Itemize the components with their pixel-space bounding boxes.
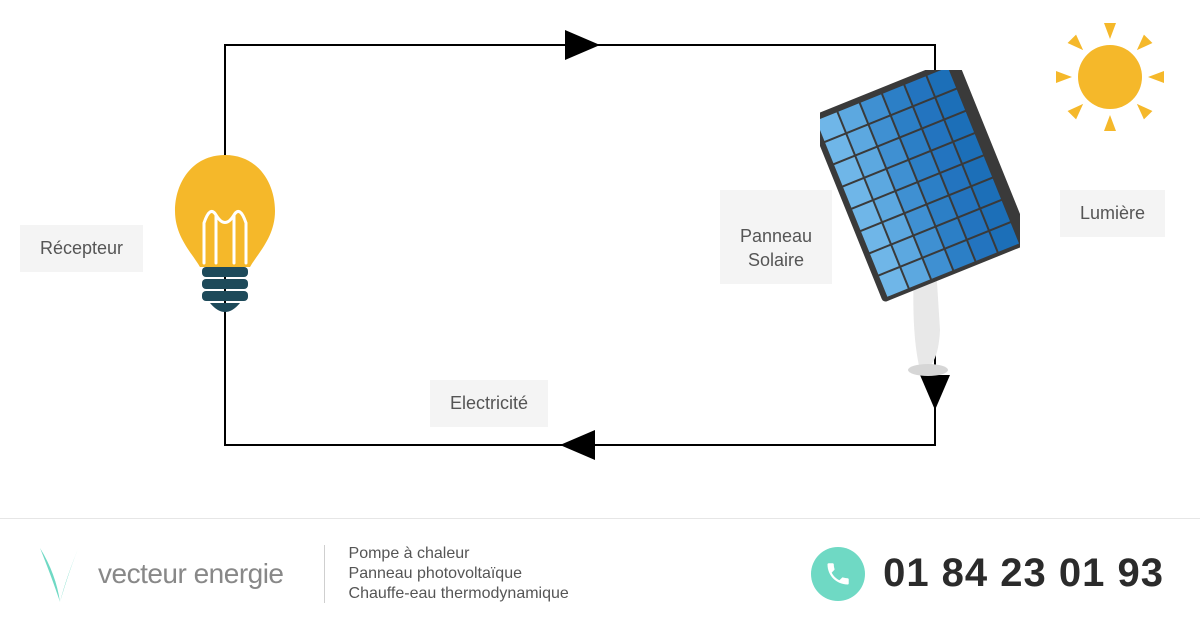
label-lumiere-text: Lumière bbox=[1080, 203, 1145, 223]
label-panneau-text: Panneau Solaire bbox=[740, 226, 812, 269]
phone-block[interactable]: 01 84 23 01 93 bbox=[811, 547, 1164, 601]
service-item: Pompe à chaleur bbox=[349, 545, 569, 563]
sun-icon bbox=[1055, 22, 1165, 132]
lightbulb-icon bbox=[170, 145, 280, 345]
label-electricite: Electricité bbox=[430, 380, 548, 427]
service-item: Chauffe-eau thermodynamique bbox=[349, 585, 569, 603]
label-panneau: Panneau Solaire bbox=[720, 190, 832, 284]
services-list: Pompe à chaleur Panneau photovoltaïque C… bbox=[324, 545, 569, 603]
brand-logo: vecteur energie bbox=[36, 544, 284, 604]
label-recepteur: Récepteur bbox=[20, 225, 143, 272]
leaf-icon bbox=[36, 544, 84, 604]
label-lumiere: Lumière bbox=[1060, 190, 1165, 237]
brand-text: vecteur energie bbox=[98, 558, 284, 590]
label-electricite-text: Electricité bbox=[450, 393, 528, 413]
phone-number: 01 84 23 01 93 bbox=[883, 551, 1164, 596]
footer: vecteur energie Pompe à chaleur Panneau … bbox=[0, 518, 1200, 628]
service-item: Panneau photovoltaïque bbox=[349, 565, 569, 583]
solar-panel-icon bbox=[820, 70, 1020, 380]
phone-icon bbox=[811, 547, 865, 601]
label-recepteur-text: Récepteur bbox=[40, 238, 123, 258]
